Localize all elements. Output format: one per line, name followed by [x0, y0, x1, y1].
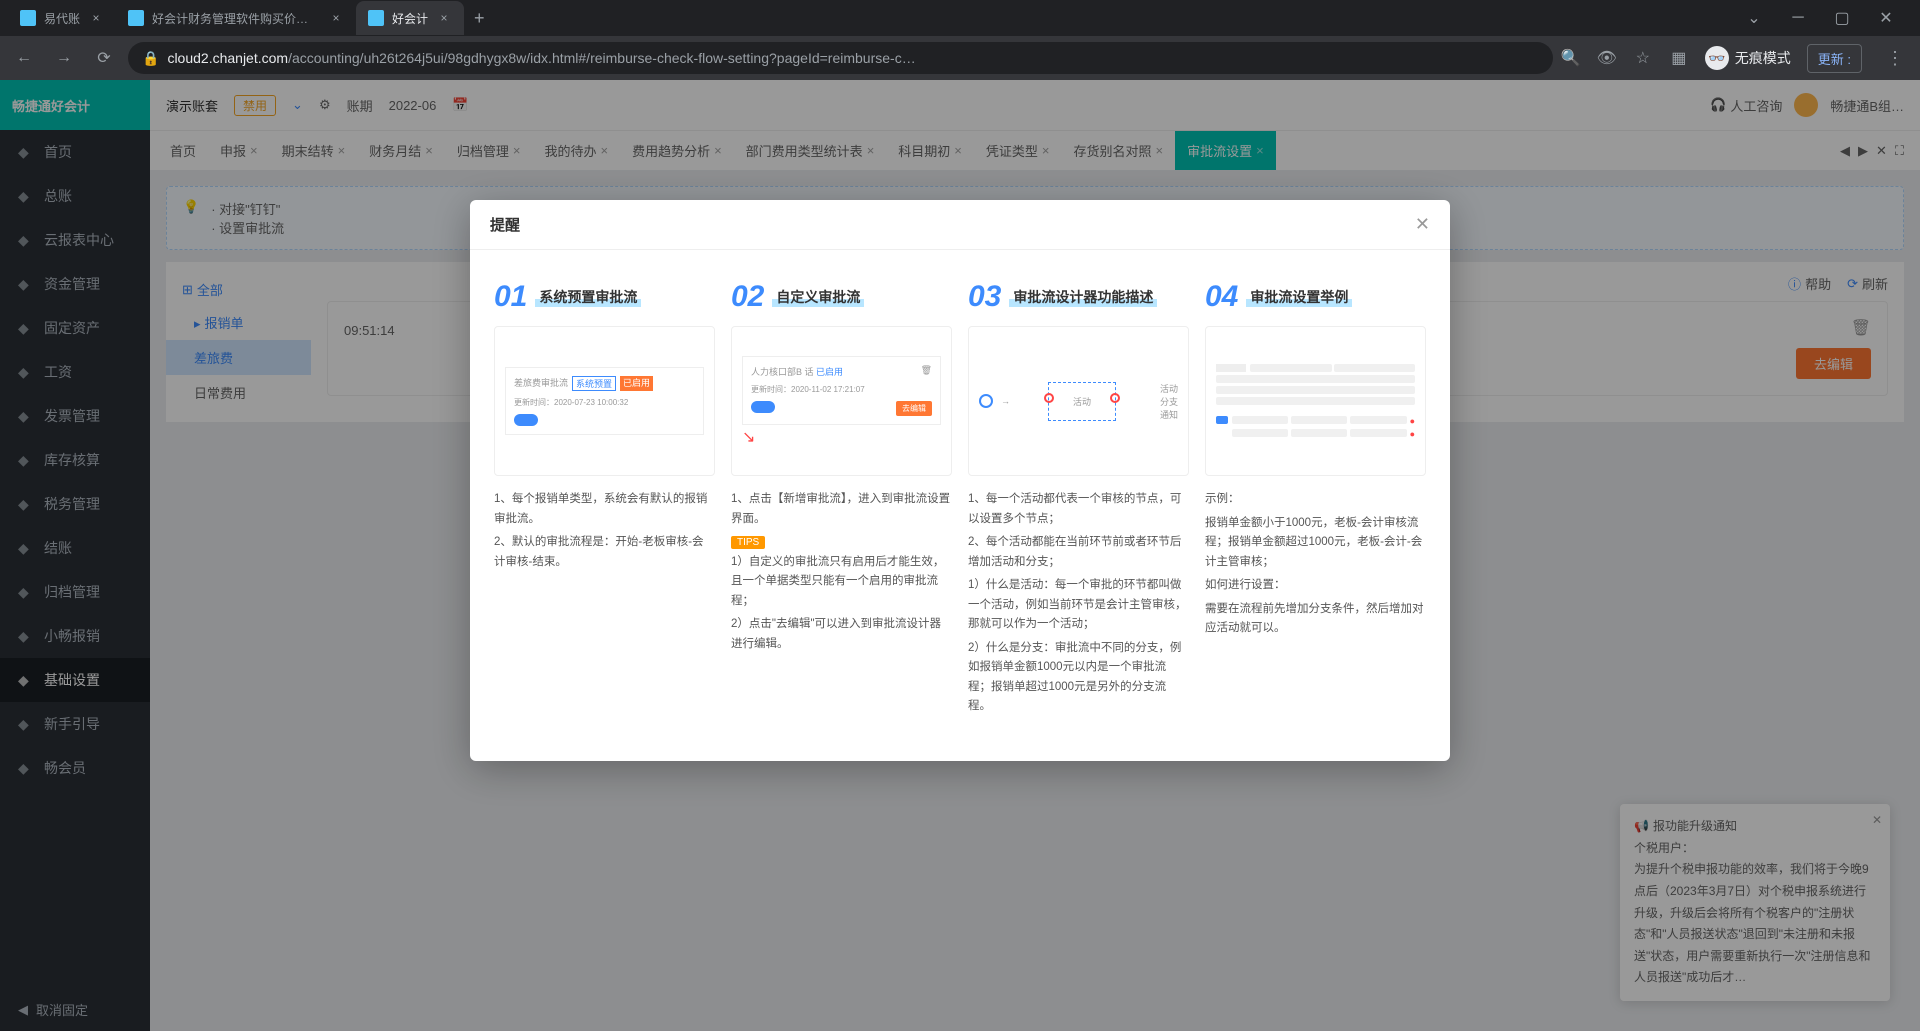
star-icon[interactable]: ☆	[1633, 48, 1653, 68]
step-number: 03	[968, 280, 1001, 314]
step-number: 04	[1205, 280, 1238, 314]
address-icons: 🔍 👁 ☆ ▦ 👓 无痕模式 更新 : ⋮	[1561, 44, 1912, 73]
new-tab-button[interactable]: +	[464, 8, 495, 29]
reload-button[interactable]: ⟳	[88, 42, 120, 74]
browser-tab-3[interactable]: 好会计 ×	[356, 1, 464, 35]
browser-tab-1[interactable]: 易代账 ×	[8, 1, 116, 35]
step-desc-line: 1、每个报销单类型，系统会有默认的报销审批流。	[494, 490, 715, 529]
maximize-button[interactable]: ▢	[1832, 8, 1852, 28]
step-header: 03 审批流设计器功能描述	[968, 280, 1189, 314]
reminder-modal: 提醒 ✕ 01 系统预置审批流差旅费审批流系统预置已启用更新时间：2020-07-…	[470, 200, 1450, 761]
step-thumbnail: →活动活动分支通知	[968, 326, 1189, 476]
tab-close-icon[interactable]: ×	[436, 10, 452, 26]
forward-button[interactable]: →	[48, 42, 80, 74]
step-card-02: 02 自定义审批流人力核口部B 话 已启用🗑更新时间：2020-11-02 17:…	[731, 280, 952, 721]
step-desc-line: 如何进行设置：	[1205, 576, 1426, 596]
step-description: 1、点击【新增审批流】，进入到审批流设置界面。 TIPS 1）自定义的审批流只有启用…	[731, 490, 952, 658]
eye-off-icon[interactable]: 👁	[1597, 48, 1617, 68]
app-root: 畅捷通好会计 ◆首页◆总账◆云报表中心◆资金管理◆固定资产◆工资◆发票管理◆库存…	[0, 80, 1920, 1031]
step-desc-line: 1）自定义的审批流只有启用后才能生效，且一个单据类型只能有一个启用的审批流程；	[731, 553, 952, 612]
chevron-down-icon[interactable]: ⌄	[1744, 8, 1764, 28]
step-number: 01	[494, 280, 527, 314]
browser-tab-2[interactable]: 好会计财务管理软件购买价格及… ×	[116, 1, 356, 35]
step-number: 02	[731, 280, 764, 314]
tips-badge: TIPS	[731, 536, 765, 549]
window-controls: ⌄ ─ ▢ ✕	[1728, 8, 1912, 28]
step-desc-line: 需要在流程前先增加分支条件，然后增加对应活动就可以。	[1205, 600, 1426, 639]
address-bar: ← → ⟳ 🔒 cloud2.chanjet.com/accounting/uh…	[0, 36, 1920, 80]
browser-chrome: 易代账 × 好会计财务管理软件购买价格及… × 好会计 × + ⌄ ─ ▢ ✕ …	[0, 0, 1920, 80]
modal-header: 提醒 ✕	[470, 200, 1450, 250]
step-title: 系统预置审批流	[535, 287, 641, 307]
step-desc-line: 1、点击【新增审批流】，进入到审批流设置界面。	[731, 490, 952, 529]
modal-overlay[interactable]: 提醒 ✕ 01 系统预置审批流差旅费审批流系统预置已启用更新时间：2020-07-…	[0, 80, 1920, 1031]
step-thumbnail: ●●	[1205, 326, 1426, 476]
step-description: 1、每个报销单类型，系统会有默认的报销审批流。 2、默认的审批流程是：开始-老板审…	[494, 490, 715, 576]
tab-favicon	[128, 10, 144, 26]
step-description: 1、每一个活动都代表一个审核的节点，可以设置多个节点； 2、每个活动都能在当前环节…	[968, 490, 1189, 721]
close-button[interactable]: ✕	[1876, 8, 1896, 28]
url-input[interactable]: 🔒 cloud2.chanjet.com/accounting/uh26t264…	[128, 42, 1553, 74]
step-header: 04 审批流设置举例	[1205, 280, 1426, 314]
incognito-badge: 👓 无痕模式	[1705, 46, 1791, 70]
step-desc-line: 2）什么是分支：审批流中不同的分支，例如报销单金额1000元以内是一个审批流程；…	[968, 639, 1189, 717]
tab-favicon	[20, 10, 36, 26]
step-description: 示例： 报销单金额小于1000元，老板-会计审核流程；报销单金额超过1000元，老…	[1205, 490, 1426, 643]
main-area: 演示账套 禁用 ⌄ ⚙ 账期 2022-06 📅 🎧 人工咨询 畅捷通B组… 首…	[150, 80, 1920, 1031]
step-desc-line: 1）什么是活动：每一个审批的环节都叫做一个活动，例如当前环节是会计主管审核，那就…	[968, 576, 1189, 635]
step-desc-line: 2）点击"去编辑"可以进入到审批流设计器进行编辑。	[731, 615, 952, 654]
incognito-icon: 👓	[1705, 46, 1729, 70]
step-header: 01 系统预置审批流	[494, 280, 715, 314]
kebab-menu-icon[interactable]: ⋮	[1878, 48, 1912, 69]
step-desc-line: 2、每个活动都能在当前环节前或者环节后增加活动和分支；	[968, 533, 1189, 572]
step-card-04: 04 审批流设置举例 ●● 示例： 报销单金额小于1000元，老板-会计审核流程；报销单…	[1205, 280, 1426, 721]
tab-favicon	[368, 10, 384, 26]
step-card-03: 03审批流设计器功能描述→活动活动分支通知1、每一个活动都代表一个审核的节点，可…	[968, 280, 1189, 721]
step-card-01: 01 系统预置审批流差旅费审批流系统预置已启用更新时间：2020-07-23 10…	[494, 280, 715, 721]
step-desc-line: 1、每一个活动都代表一个审核的节点，可以设置多个节点；	[968, 490, 1189, 529]
url-text: cloud2.chanjet.com/accounting/uh26t264j5…	[167, 50, 915, 66]
tab-close-icon[interactable]: ×	[88, 10, 104, 26]
tab-title: 易代账	[44, 10, 80, 27]
tab-title: 好会计	[392, 10, 428, 27]
modal-body: 01 系统预置审批流差旅费审批流系统预置已启用更新时间：2020-07-23 10…	[470, 250, 1450, 761]
step-desc-line: 2、默认的审批流程是：开始-老板审核-会计审核-结束。	[494, 533, 715, 572]
step-thumbnail: 差旅费审批流系统预置已启用更新时间：2020-07-23 10:00:32	[494, 326, 715, 476]
back-button[interactable]: ←	[8, 42, 40, 74]
modal-title: 提醒	[490, 214, 520, 235]
step-header: 02 自定义审批流	[731, 280, 952, 314]
browser-tab-bar: 易代账 × 好会计财务管理软件购买价格及… × 好会计 × + ⌄ ─ ▢ ✕	[0, 0, 1920, 36]
tab-close-icon[interactable]: ×	[328, 10, 344, 26]
zoom-icon[interactable]: 🔍	[1561, 48, 1581, 68]
modal-close-icon[interactable]: ✕	[1415, 214, 1430, 235]
step-title: 自定义审批流	[772, 287, 864, 307]
step-thumbnail: 人力核口部B 话 已启用🗑更新时间：2020-11-02 17:21:07去编辑…	[731, 326, 952, 476]
update-button[interactable]: 更新 :	[1807, 44, 1862, 73]
minimize-button[interactable]: ─	[1788, 8, 1808, 28]
lock-icon: 🔒	[142, 50, 159, 67]
step-desc-line: 报销单金额小于1000元，老板-会计审核流程；报销单金额超过1000元，老板-会…	[1205, 514, 1426, 573]
step-title: 审批流设计器功能描述	[1009, 287, 1157, 307]
step-desc-line: 示例：	[1205, 490, 1426, 510]
step-title: 审批流设置举例	[1246, 287, 1352, 307]
tab-title: 好会计财务管理软件购买价格及…	[152, 10, 320, 27]
extension-icon[interactable]: ▦	[1669, 48, 1689, 68]
